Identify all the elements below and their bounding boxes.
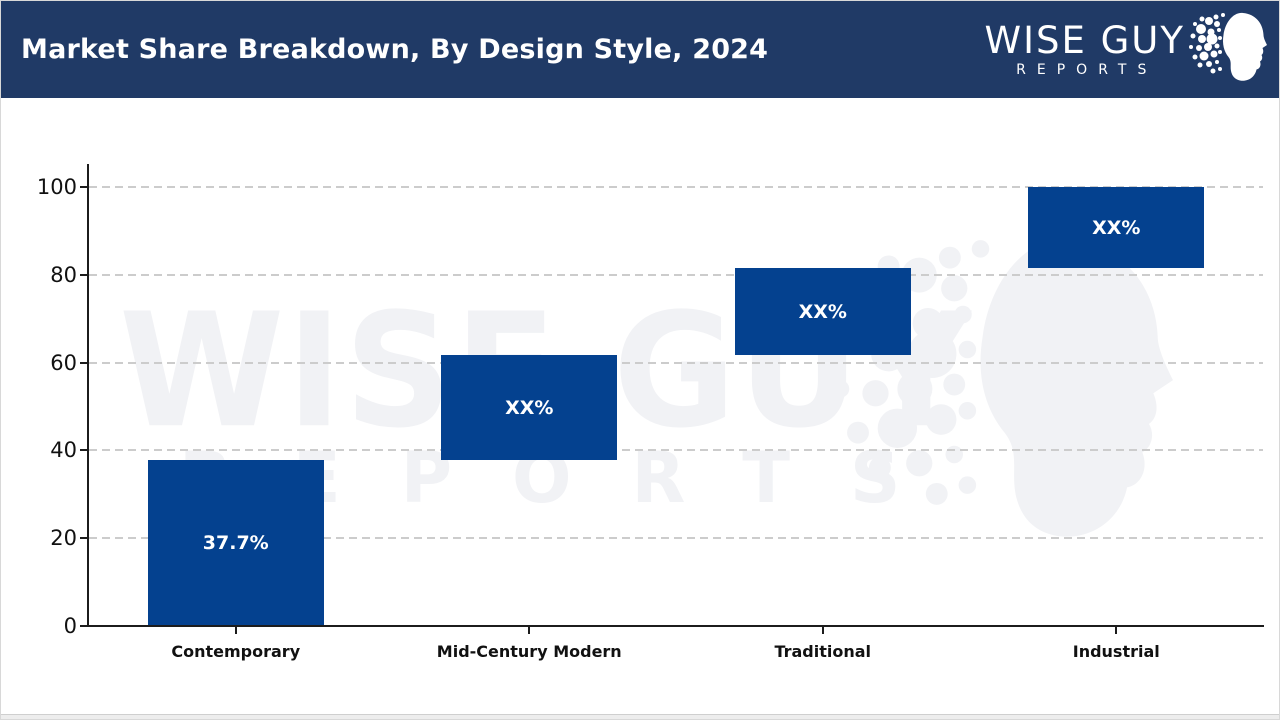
x-tick-mark-3 <box>1115 627 1118 634</box>
y-tick-label-80: 80 <box>50 262 77 287</box>
bar-value-label: XX% <box>798 300 847 323</box>
y-tick-label-100: 100 <box>36 175 77 199</box>
wise-guy-logo: WISE GUY REPORTS <box>985 10 1267 90</box>
gridline-20 <box>89 537 1263 540</box>
x-tick-label-0: Contemporary <box>171 642 301 661</box>
gridline-40 <box>89 449 1263 452</box>
x-tick-mark-0 <box>234 627 237 634</box>
y-tick-mark-20 <box>80 537 87 540</box>
x-tick-label-3: Industrial <box>1072 642 1160 661</box>
header: Market Share Breakdown, By Design Style,… <box>1 1 1279 98</box>
y-tick-mark-0 <box>80 625 87 627</box>
bar-value-label: 37.7% <box>202 532 269 555</box>
y-tick-label-0: 0 <box>63 614 77 638</box>
gridline-100 <box>89 186 1263 188</box>
y-tick-mark-60 <box>80 361 87 364</box>
x-axis-line <box>87 625 1264 627</box>
figure-bottom-border <box>1 714 1279 719</box>
bar-industrial: XX% <box>1028 187 1205 269</box>
logo-subtitle: REPORTS <box>1016 62 1158 78</box>
bar-contemporary: 37.7% <box>147 460 324 626</box>
logo-wordmark: WISE GUY <box>984 19 1185 62</box>
y-tick-label-40: 40 <box>50 438 77 463</box>
x-tick-mark-2 <box>821 627 824 634</box>
y-tick-mark-80 <box>80 273 87 276</box>
bar-value-label: XX% <box>505 396 554 419</box>
page-title: Market Share Breakdown, By Design Style,… <box>21 34 769 65</box>
y-axis-line <box>87 164 89 626</box>
x-tick-label-2: Traditional <box>774 642 872 661</box>
y-tick-label-60: 60 <box>50 350 77 375</box>
y-tick-mark-100 <box>80 186 87 188</box>
y-tick-label-20: 20 <box>50 526 77 551</box>
logo-text: WISE GUY REPORTS <box>985 22 1185 77</box>
bar-value-label: XX% <box>1092 216 1141 239</box>
bar-traditional: XX% <box>734 268 911 356</box>
gridline-60 <box>89 361 1263 364</box>
gridline-80 <box>89 273 1263 276</box>
logo-head-icon <box>1187 10 1267 90</box>
bar-mid-century-modern: XX% <box>441 355 618 461</box>
y-tick-mark-40 <box>80 449 87 452</box>
x-tick-mark-1 <box>528 627 531 634</box>
x-tick-label-1: Mid-Century Modern <box>436 642 622 661</box>
